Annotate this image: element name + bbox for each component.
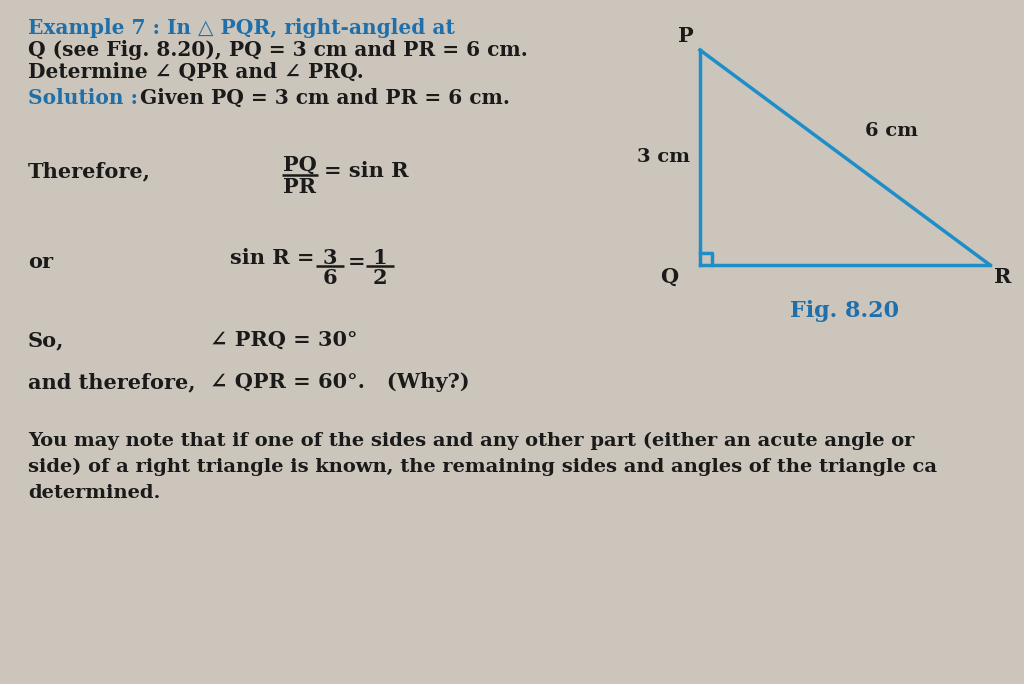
- Text: 2: 2: [373, 268, 387, 288]
- Text: PQ: PQ: [283, 155, 316, 175]
- Text: Solution :: Solution :: [28, 88, 138, 108]
- Text: side) of a right triangle is known, the remaining sides and angles of the triang: side) of a right triangle is known, the …: [28, 458, 937, 476]
- Text: ∠ PRQ = 30°: ∠ PRQ = 30°: [210, 330, 357, 350]
- Text: Q (see Fig. 8.20), PQ = 3 cm and PR = 6 cm.: Q (see Fig. 8.20), PQ = 3 cm and PR = 6 …: [28, 40, 527, 60]
- Text: determined.: determined.: [28, 484, 161, 502]
- Text: and therefore,: and therefore,: [28, 372, 196, 392]
- Text: or: or: [28, 252, 53, 272]
- Text: 3 cm: 3 cm: [637, 148, 690, 166]
- Text: 6 cm: 6 cm: [865, 122, 918, 140]
- Text: Therefore,: Therefore,: [28, 161, 151, 181]
- Text: sin R =: sin R =: [230, 248, 322, 268]
- Text: 6: 6: [323, 268, 337, 288]
- Text: Q: Q: [659, 267, 678, 287]
- Text: Fig. 8.20: Fig. 8.20: [791, 300, 899, 322]
- Text: Given PQ = 3 cm and PR = 6 cm.: Given PQ = 3 cm and PR = 6 cm.: [140, 88, 510, 108]
- Text: ∠ QPR = 60°.   (Why?): ∠ QPR = 60°. (Why?): [210, 372, 470, 392]
- Text: Example 7 : In △ PQR, right-angled at: Example 7 : In △ PQR, right-angled at: [28, 18, 455, 38]
- Text: R: R: [994, 267, 1012, 287]
- Text: So,: So,: [28, 330, 65, 350]
- Text: 3: 3: [323, 248, 337, 268]
- Text: = sin R: = sin R: [324, 161, 409, 181]
- Text: Determine ∠ QPR and ∠ PRQ.: Determine ∠ QPR and ∠ PRQ.: [28, 62, 364, 82]
- Text: 1: 1: [373, 248, 387, 268]
- Text: PR: PR: [284, 177, 316, 197]
- Text: P: P: [678, 26, 694, 46]
- Text: You may note that if one of the sides and any other part (either an acute angle : You may note that if one of the sides an…: [28, 432, 914, 450]
- Text: =: =: [348, 252, 366, 272]
